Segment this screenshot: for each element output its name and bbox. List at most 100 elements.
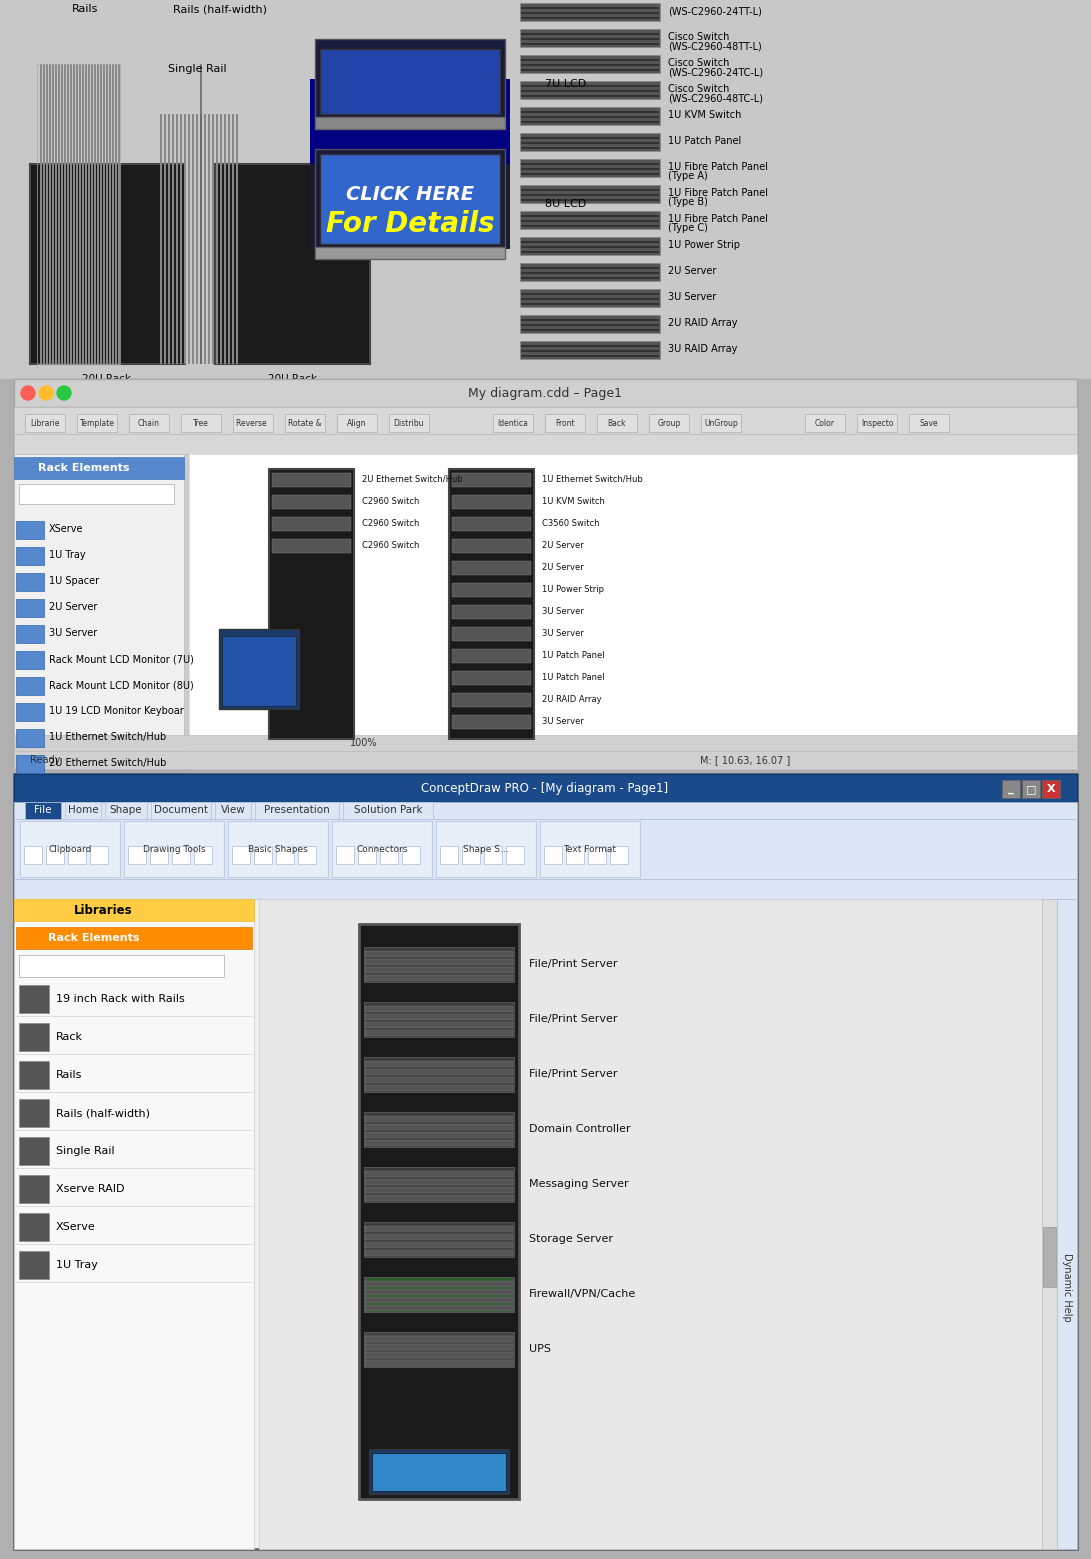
Bar xyxy=(194,847,212,864)
Bar xyxy=(151,801,211,818)
Bar xyxy=(521,95,659,97)
Bar xyxy=(16,703,44,720)
Text: Front: Front xyxy=(555,418,575,427)
Bar xyxy=(124,822,224,878)
Bar xyxy=(909,415,949,432)
Bar xyxy=(14,818,1077,879)
Bar xyxy=(16,547,44,564)
Bar xyxy=(520,288,660,307)
Bar xyxy=(365,1243,513,1249)
Bar xyxy=(14,454,184,769)
Text: Color: Color xyxy=(815,418,835,427)
Bar xyxy=(1042,900,1057,1550)
Bar xyxy=(365,1352,513,1358)
Bar xyxy=(0,0,1091,379)
Bar xyxy=(521,137,659,139)
Text: 1U Power Strip: 1U Power Strip xyxy=(668,240,740,249)
Text: C3560 Switch: C3560 Switch xyxy=(542,519,599,527)
Bar xyxy=(112,64,113,363)
Bar xyxy=(19,956,224,977)
Bar xyxy=(20,822,120,878)
Bar xyxy=(215,801,251,818)
Bar xyxy=(452,605,531,619)
Bar xyxy=(452,670,531,684)
Bar xyxy=(365,1077,513,1084)
Text: 1U KVM Switch: 1U KVM Switch xyxy=(542,496,604,505)
Text: Xserve RAID: Xserve RAID xyxy=(56,1183,124,1194)
Bar xyxy=(40,64,41,363)
Bar xyxy=(25,415,65,432)
Text: Back: Back xyxy=(608,418,626,427)
Bar xyxy=(365,1336,513,1342)
Bar xyxy=(181,415,221,432)
Bar xyxy=(521,64,659,65)
Bar xyxy=(358,847,376,864)
Bar xyxy=(221,636,296,706)
Bar xyxy=(64,64,65,363)
Bar xyxy=(172,847,190,864)
Bar xyxy=(364,1222,514,1257)
Bar xyxy=(285,415,325,432)
Bar xyxy=(315,39,505,118)
Bar xyxy=(180,114,182,363)
Bar xyxy=(521,173,659,175)
Bar xyxy=(315,246,505,259)
Text: (WS-C2960-48TT-L): (WS-C2960-48TT-L) xyxy=(668,41,762,51)
Text: Storage Server: Storage Server xyxy=(529,1235,613,1244)
Bar xyxy=(521,320,659,321)
Bar xyxy=(365,1069,513,1076)
Bar xyxy=(168,114,170,363)
Bar xyxy=(452,561,531,575)
Text: Cisco Switch: Cisco Switch xyxy=(668,58,730,69)
Text: 2U Server: 2U Server xyxy=(542,541,584,549)
Bar xyxy=(19,1175,49,1204)
Bar xyxy=(521,220,659,221)
Text: 1U Spacer: 1U Spacer xyxy=(49,575,99,586)
Text: M: [ 10.63, 16.07 ]: M: [ 10.63, 16.07 ] xyxy=(700,755,790,765)
Bar xyxy=(29,164,185,363)
Bar xyxy=(436,822,536,878)
Bar xyxy=(1022,780,1040,798)
Text: File: File xyxy=(34,804,51,815)
Text: (WS-C2960-24TC-L): (WS-C2960-24TC-L) xyxy=(668,67,763,76)
Text: 3U Server: 3U Server xyxy=(542,628,584,638)
Bar xyxy=(364,1057,514,1091)
Bar xyxy=(521,215,659,217)
Bar xyxy=(461,847,480,864)
Text: View: View xyxy=(220,804,245,815)
Bar xyxy=(14,773,1077,1550)
Text: Home: Home xyxy=(68,804,98,815)
Bar xyxy=(115,64,117,363)
Bar xyxy=(85,64,86,363)
Bar xyxy=(200,64,202,363)
Bar xyxy=(365,1359,513,1366)
Bar xyxy=(233,415,273,432)
Bar xyxy=(452,539,531,553)
Bar xyxy=(16,625,44,642)
Bar xyxy=(76,64,77,363)
Text: 1U Ethernet Switch/Hub: 1U Ethernet Switch/Hub xyxy=(542,474,643,483)
Text: 19 inch Rack with Rails: 19 inch Rack with Rails xyxy=(56,995,184,1004)
Text: XServe: XServe xyxy=(56,1222,96,1232)
Text: Solution Park: Solution Park xyxy=(353,804,422,815)
Bar xyxy=(192,114,194,363)
Bar xyxy=(365,967,513,973)
Text: Distribu: Distribu xyxy=(394,418,424,427)
Bar xyxy=(520,186,660,203)
Bar xyxy=(365,1305,513,1311)
Text: 8U LCD: 8U LCD xyxy=(546,200,586,209)
Bar xyxy=(521,224,659,228)
Bar xyxy=(365,1006,513,1012)
Bar xyxy=(521,17,659,19)
Bar xyxy=(449,469,533,739)
Text: Shape: Shape xyxy=(110,804,142,815)
Bar xyxy=(521,267,659,270)
Bar xyxy=(58,64,60,363)
Bar xyxy=(520,133,660,151)
Text: Tree: Tree xyxy=(193,418,209,427)
Text: C2960 Switch: C2960 Switch xyxy=(362,519,419,527)
Text: (WS-C2960-24TT-L): (WS-C2960-24TT-L) xyxy=(668,6,762,16)
Bar xyxy=(364,1002,514,1037)
Bar xyxy=(520,341,660,359)
Bar xyxy=(506,847,524,864)
